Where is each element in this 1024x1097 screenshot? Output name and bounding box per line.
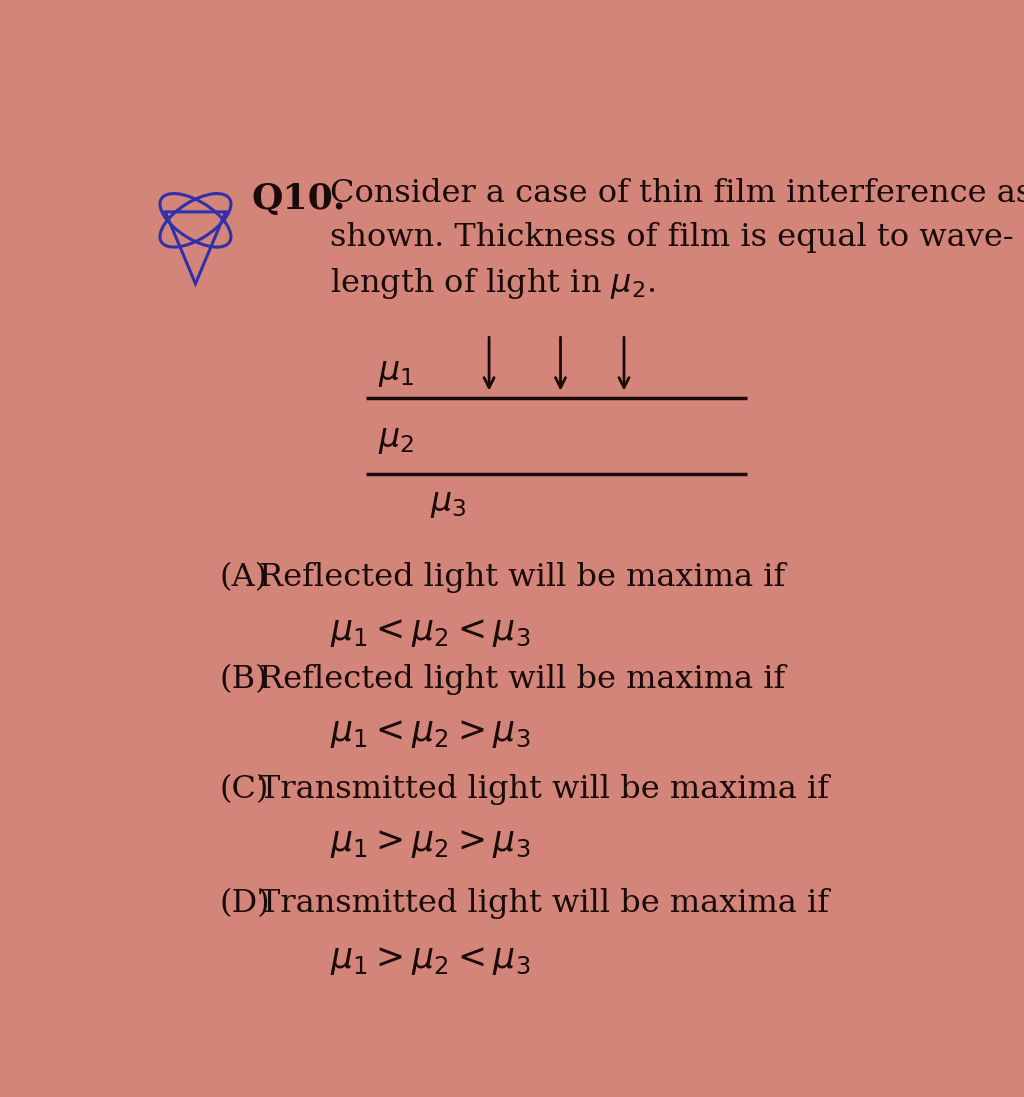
Text: $\mu_1$: $\mu_1$ xyxy=(378,355,415,388)
Text: Q10.: Q10. xyxy=(251,182,345,216)
Text: (A): (A) xyxy=(219,563,267,593)
Text: shown. Thickness of film is equal to wave-: shown. Thickness of film is equal to wav… xyxy=(331,222,1014,253)
Text: Transmitted light will be maxima if: Transmitted light will be maxima if xyxy=(259,773,829,804)
Text: Reflected light will be maxima if: Reflected light will be maxima if xyxy=(259,563,785,593)
Text: (B): (B) xyxy=(219,664,267,694)
Text: (C): (C) xyxy=(219,773,268,804)
Text: Reflected light will be maxima if: Reflected light will be maxima if xyxy=(259,664,785,694)
Text: (D): (D) xyxy=(219,887,270,918)
Text: $\mu_1 < \mu_2 > \mu_3$: $\mu_1 < \mu_2 > \mu_3$ xyxy=(331,716,530,750)
Text: length of light in $\mu_2$.: length of light in $\mu_2$. xyxy=(331,265,655,301)
Text: $\mu_1 > \mu_2 < \mu_3$: $\mu_1 > \mu_2 < \mu_3$ xyxy=(331,942,530,976)
Text: $\mu_1 > \mu_2 > \mu_3$: $\mu_1 > \mu_2 > \mu_3$ xyxy=(331,826,530,860)
Text: $\mu_1 < \mu_2 < \mu_3$: $\mu_1 < \mu_2 < \mu_3$ xyxy=(331,614,530,648)
Text: Transmitted light will be maxima if: Transmitted light will be maxima if xyxy=(259,887,829,918)
Text: $\mu_3$: $\mu_3$ xyxy=(430,487,466,520)
Text: $\mu_2$: $\mu_2$ xyxy=(378,423,415,456)
Text: Consider a case of thin film interference as: Consider a case of thin film interferenc… xyxy=(331,178,1024,210)
